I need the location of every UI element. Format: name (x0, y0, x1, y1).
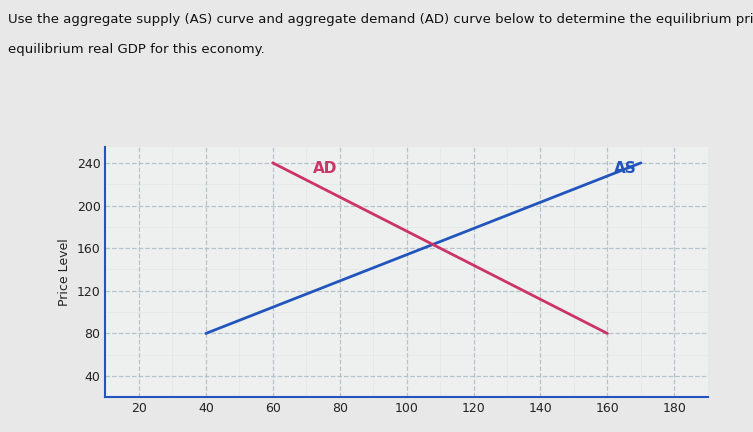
Text: AS: AS (614, 161, 637, 176)
Text: Use the aggregate supply (AS) curve and aggregate demand (AD) curve below to det: Use the aggregate supply (AS) curve and … (8, 13, 753, 26)
Text: equilibrium real GDP for this economy.: equilibrium real GDP for this economy. (8, 43, 264, 56)
Y-axis label: Price Level: Price Level (58, 238, 71, 306)
Text: AD: AD (313, 161, 337, 176)
